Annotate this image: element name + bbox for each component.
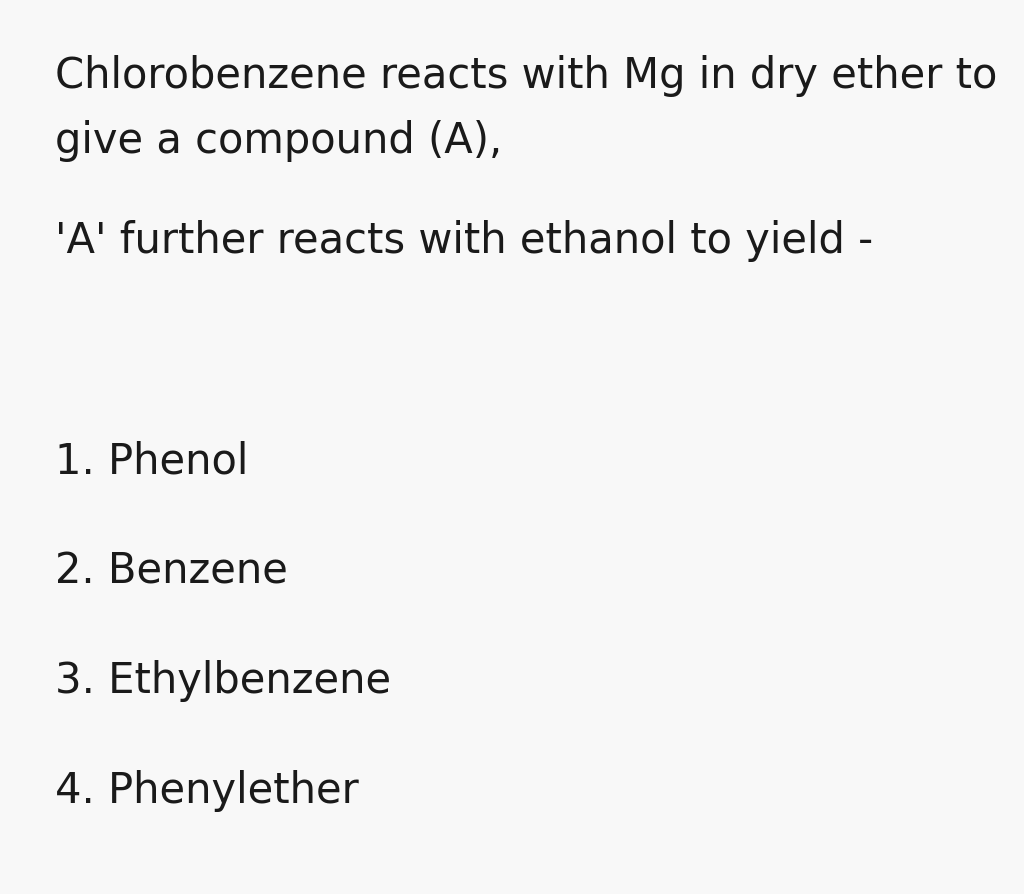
Text: Chlorobenzene reacts with Mg in dry ether to: Chlorobenzene reacts with Mg in dry ethe… bbox=[55, 55, 997, 97]
Text: 1. Phenol: 1. Phenol bbox=[55, 440, 249, 482]
Text: 2. Benzene: 2. Benzene bbox=[55, 550, 288, 592]
Text: 'A' further reacts with ethanol to yield -: 'A' further reacts with ethanol to yield… bbox=[55, 220, 873, 262]
Text: give a compound (A),: give a compound (A), bbox=[55, 120, 502, 162]
Text: 3. Ethylbenzene: 3. Ethylbenzene bbox=[55, 660, 391, 702]
Text: 4. Phenylether: 4. Phenylether bbox=[55, 770, 358, 812]
